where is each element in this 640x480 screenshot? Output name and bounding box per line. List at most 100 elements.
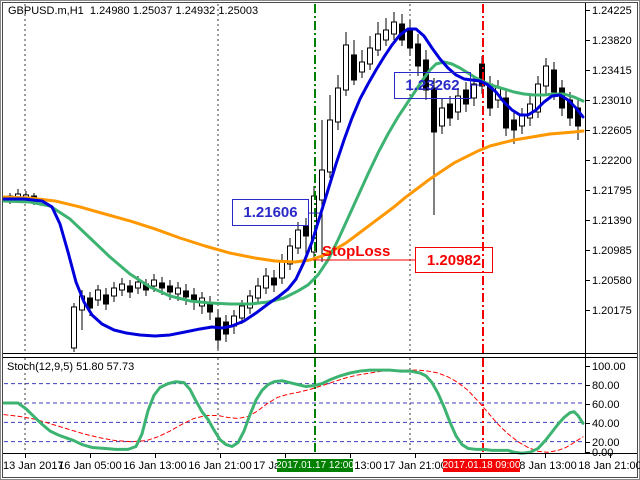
time-tick-label: 18 Jan 21:00 [578,460,640,472]
candle-down [351,40,357,85]
candle-up [279,254,285,284]
candle-up [367,36,373,70]
moving-averages [2,27,585,338]
candle-body [271,277,277,286]
candle-body [255,285,261,299]
candle-up [455,88,461,120]
candle-body [95,289,101,301]
candle-down [103,288,109,310]
candle-body [183,290,189,298]
stoch-tick-label: 80.00 [592,380,620,392]
time-tick-label: 18 Jan 13:00 [513,460,577,472]
ma-slow-orange-line [2,129,585,264]
candle-down [271,270,277,292]
candlestick-series [7,12,581,352]
symbol-ohlc-title: GBPUSD.m,H1 1.24980 1.25037 1.24932 1.25… [8,5,259,17]
stoch-gridlines [4,383,584,443]
pane-gap [3,354,585,357]
candle-up [391,12,397,40]
time-tick-label: 16 Jan 05:00 [58,460,122,472]
candle-down [415,34,421,76]
candle-body [511,119,517,131]
candle-body [351,54,357,81]
candle-up [375,22,381,56]
entry-price-label[interactable]: 1.21606 [232,199,309,226]
candle-body [503,97,509,129]
price-tick-label: 1.22605 [592,125,632,137]
stoch-signal-line [3,369,584,453]
trade-marker-lines [314,4,484,453]
price-axis: 1.24225 1.23820 1.23415 1.23010 1.22605 1.222… [585,5,632,317]
candle-down [487,76,493,116]
candle-up [535,76,541,118]
candle-body [287,245,293,265]
price-tick-label: 1.20580 [592,275,632,287]
stoch-tick-label: 100.00 [592,361,626,373]
candle-up [287,238,293,270]
price-tick-label: 1.22200 [592,155,632,167]
stoch-main-line [2,368,585,455]
candle-up [343,32,349,96]
candle-body [519,115,525,127]
sell-time-marker-flag[interactable]: 2017.01.18 09:00 [442,459,521,472]
candle-down [447,96,453,126]
candle-down [407,20,413,56]
candle-body [463,89,469,105]
candle-body [367,47,373,65]
candle-down [207,296,213,320]
candle-body [439,107,445,127]
candle-body [175,287,181,295]
ma-fast-blue-line [2,27,585,338]
stoploss-price-label[interactable]: 1.20982 [415,247,493,273]
time-tick-label: 13 Jan 2017 [3,460,64,472]
stoploss-text-label[interactable]: StopLoss [322,243,391,260]
candle-down [399,14,405,46]
time-tick-label: 16 Jan 13:00 [123,460,187,472]
candle-down [575,100,581,140]
candle-up [439,98,445,134]
candle-body [87,297,93,309]
candle-body [359,61,365,73]
candle-up [295,222,301,254]
price-tick-label: 1.20175 [592,305,632,317]
candle-body [247,295,253,309]
candle-body [119,283,125,291]
candle-down [191,288,197,310]
stoch-axis: 100.00 80.00 60.00 40.00 20.000.00 [585,361,626,459]
price-tick-label: 1.21390 [592,215,632,227]
candle-body [295,229,301,249]
candle-body [127,285,133,293]
candle-up [71,302,77,352]
candle-body [471,83,477,99]
exit-price-label[interactable]: 1.23262 [394,72,471,99]
candle-up [543,58,549,94]
candle-up [255,278,261,304]
candle-body [407,29,413,49]
buy-time-marker-flag[interactable]: 2017.01.17 12:00 [276,459,354,472]
candle-body [111,287,117,297]
candle-up [95,284,101,306]
candle-down [215,310,221,350]
candle-up [383,18,389,46]
candle-body [383,29,389,41]
candle-body [343,44,349,91]
stoch-tick-label: 40.00 [592,418,620,430]
stoch-tick-label: 20.00 [592,437,620,449]
candle-up [119,278,125,296]
candle-body [575,107,581,127]
candle-body [375,33,381,51]
candle-body [159,282,165,289]
candle-body [103,294,109,305]
price-tick-label: 1.23010 [592,95,632,107]
candle-body [455,95,461,113]
candle-up [247,290,253,314]
stochastic-lines [2,368,585,455]
candle-body [335,87,341,123]
candle-body [535,83,541,113]
stoch-tick-label: 60.00 [592,399,620,411]
candle-up [335,74,341,130]
price-tick-label: 1.23415 [592,65,632,77]
